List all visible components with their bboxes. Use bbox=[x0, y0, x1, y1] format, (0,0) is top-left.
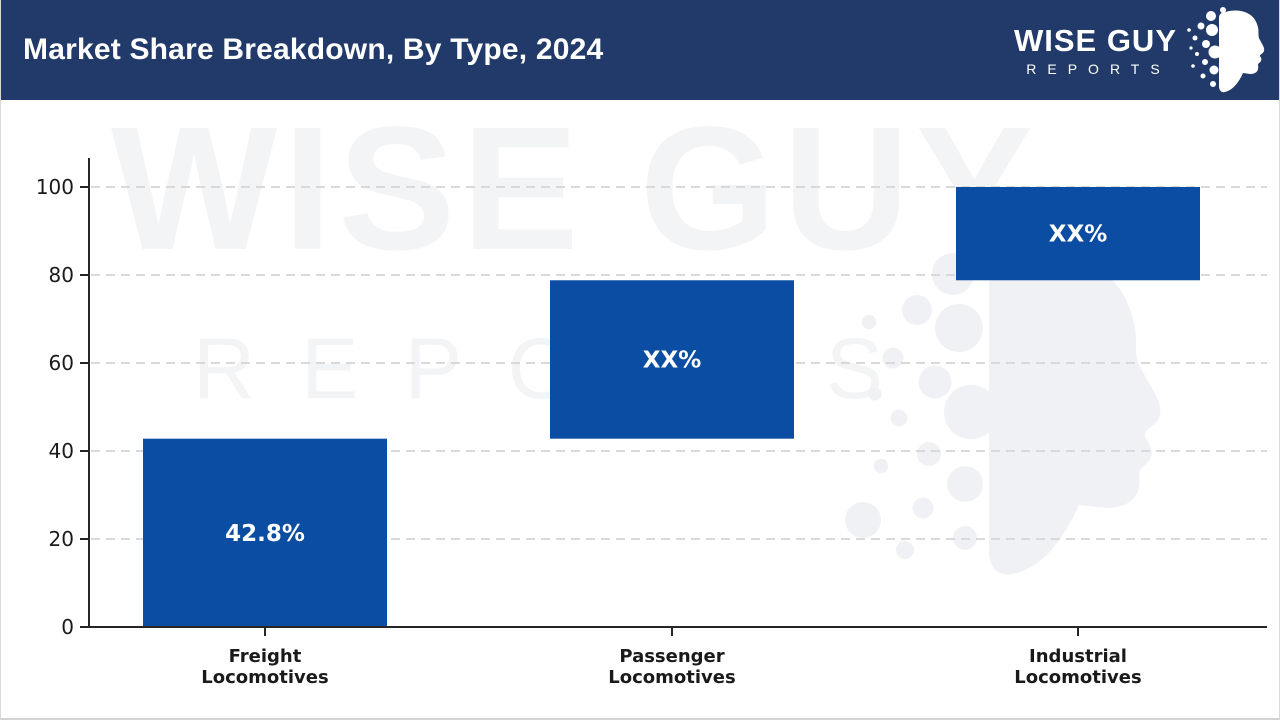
bar-value-label: 42.8% bbox=[225, 521, 305, 547]
x-category-label-line1: Industrial bbox=[1029, 646, 1127, 667]
brand-logo-text: WISE GUY REPORTS bbox=[1014, 25, 1177, 76]
brand-subtitle: REPORTS bbox=[1026, 60, 1171, 77]
page-title: Market Share Breakdown, By Type, 2024 bbox=[23, 33, 604, 66]
face-profile-logo-icon bbox=[1187, 7, 1265, 93]
waterfall-chart: 42.8%XX%XX%020406080100FreightLocomotive… bbox=[36, 158, 1267, 688]
x-category-label-line1: Passenger bbox=[619, 646, 724, 667]
y-tick-label-0: 0 bbox=[61, 615, 74, 639]
brand-name: WISE GUY bbox=[1013, 22, 1177, 58]
brand-logo: WISE GUY REPORTS bbox=[1014, 4, 1267, 96]
watermark-face-icon bbox=[845, 235, 1161, 575]
watermark-brand-text: WISE GUY bbox=[111, 100, 1040, 287]
x-category-label-line2: Locomotives bbox=[201, 667, 328, 688]
y-tick-label-20: 20 bbox=[49, 527, 74, 551]
report-header: Market Share Breakdown, By Type, 2024 WI… bbox=[1, 0, 1279, 100]
x-category-label-line2: Locomotives bbox=[608, 667, 735, 688]
bar-industrial-locomotives bbox=[956, 187, 1200, 281]
x-category-label-line2: Locomotives bbox=[1014, 667, 1141, 688]
y-tick-label-100: 100 bbox=[36, 175, 74, 199]
y-tick-label-80: 80 bbox=[49, 263, 74, 287]
bar-freight-locomotives bbox=[143, 438, 387, 627]
y-tick-label-40: 40 bbox=[49, 439, 74, 463]
y-tick-label-60: 60 bbox=[49, 351, 74, 375]
bar-passenger-locomotives bbox=[550, 280, 794, 439]
x-category-label-line1: Freight bbox=[229, 646, 302, 667]
bar-value-label: XX% bbox=[1049, 222, 1108, 248]
bar-value-label: XX% bbox=[643, 347, 702, 373]
